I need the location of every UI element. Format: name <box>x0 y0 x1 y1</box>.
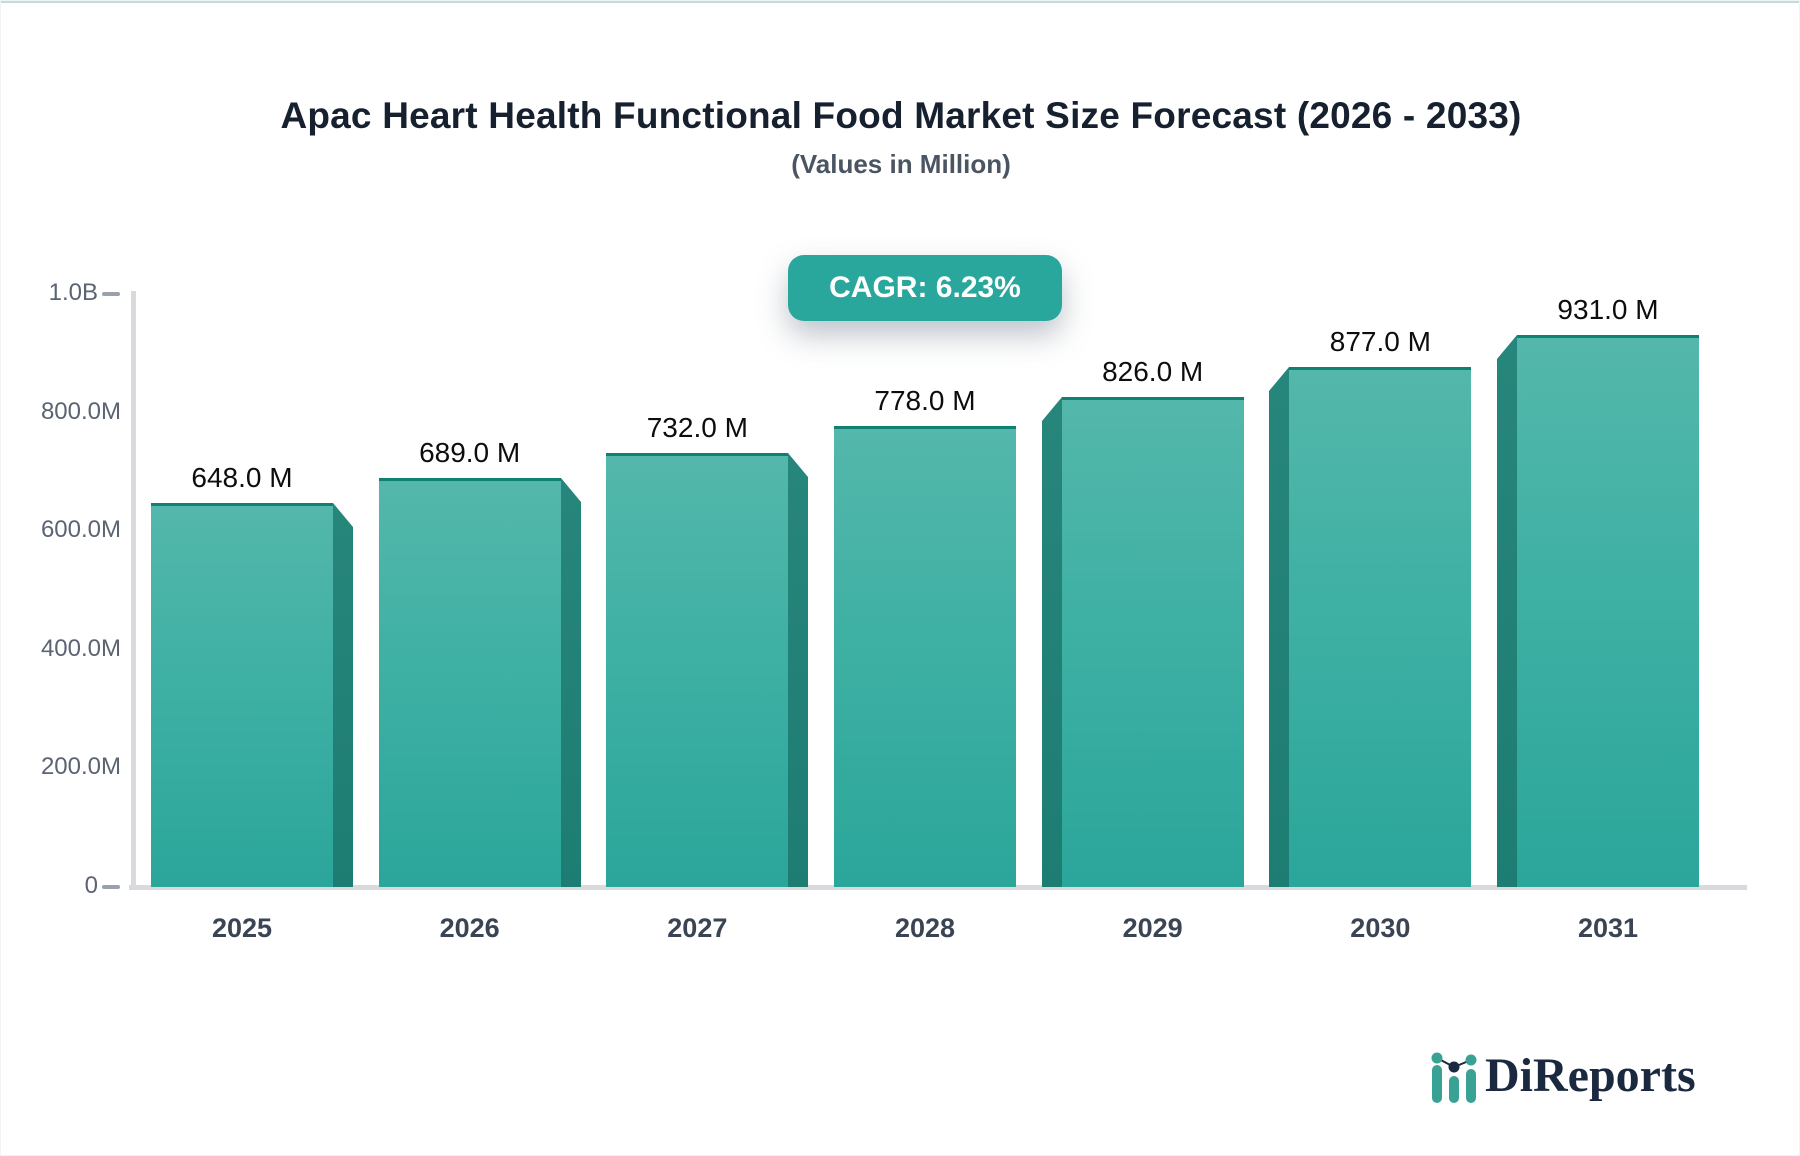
bar-value-label: 732.0 M <box>646 412 748 443</box>
y-axis-tick-label: 800.0M <box>40 397 121 425</box>
bar <box>1062 397 1244 887</box>
cagr-badge-label: CAGR: 6.23% <box>829 271 1021 304</box>
top-border-line <box>1 1 1799 3</box>
bar-value-label: 648.0 M <box>191 462 293 493</box>
x-axis-category-label: 2027 <box>667 913 728 943</box>
y-axis-tick-label: 600.0M <box>40 516 121 544</box>
y-axis-tick-label: 400.0M <box>40 634 121 662</box>
bar <box>379 478 561 887</box>
x-axis-category-label: 2025 <box>211 913 273 943</box>
bar-side-shadow <box>561 478 581 887</box>
chart-subtitle: (Values in Million) <box>791 149 1011 179</box>
x-axis-category-label: 2026 <box>439 913 500 943</box>
bar-side-shadow <box>1497 335 1517 887</box>
x-axis-category-label: 2031 <box>1577 913 1639 943</box>
y-axis-tick-label: 0 <box>84 872 98 899</box>
brand-logo-text: DiReports <box>1485 1049 1696 1102</box>
bar <box>1517 335 1699 887</box>
x-axis-category-label: 2029 <box>1122 913 1183 943</box>
bar-chart-logo-icon <box>1431 1052 1477 1103</box>
bar-side-shadow <box>333 503 353 887</box>
bar-side-shadow <box>1042 397 1062 887</box>
chart-title: Apac Heart Health Functional Food Market… <box>280 95 1522 136</box>
y-axis-tick-label: 200.0M <box>40 753 121 781</box>
bar <box>834 426 1016 887</box>
x-axis-line <box>129 885 1747 890</box>
y-axis-line <box>131 291 136 888</box>
y-axis-tick-dash <box>102 292 120 296</box>
bar-value-label: 689.0 M <box>419 437 521 468</box>
cagr-badge: CAGR: 6.23% <box>788 255 1062 321</box>
bar-side-shadow <box>1269 367 1289 887</box>
bar <box>606 453 788 887</box>
bar-value-label: 826.0 M <box>1102 356 1204 387</box>
x-axis-category-label: 2028 <box>894 913 956 943</box>
y-axis-tick-label: 1.0B <box>48 279 98 306</box>
bar <box>1289 367 1471 887</box>
bar-side-shadow <box>788 453 808 887</box>
y-axis-tick-dash <box>102 885 120 889</box>
bar-value-label: 931.0 M <box>1557 294 1659 325</box>
bar-value-label: 877.0 M <box>1329 326 1431 357</box>
brand-logo: DiReports <box>1429 1041 1696 1103</box>
bar-value-label: 778.0 M <box>874 385 976 416</box>
bar <box>151 503 333 887</box>
x-axis-category-label: 2030 <box>1350 913 1411 943</box>
